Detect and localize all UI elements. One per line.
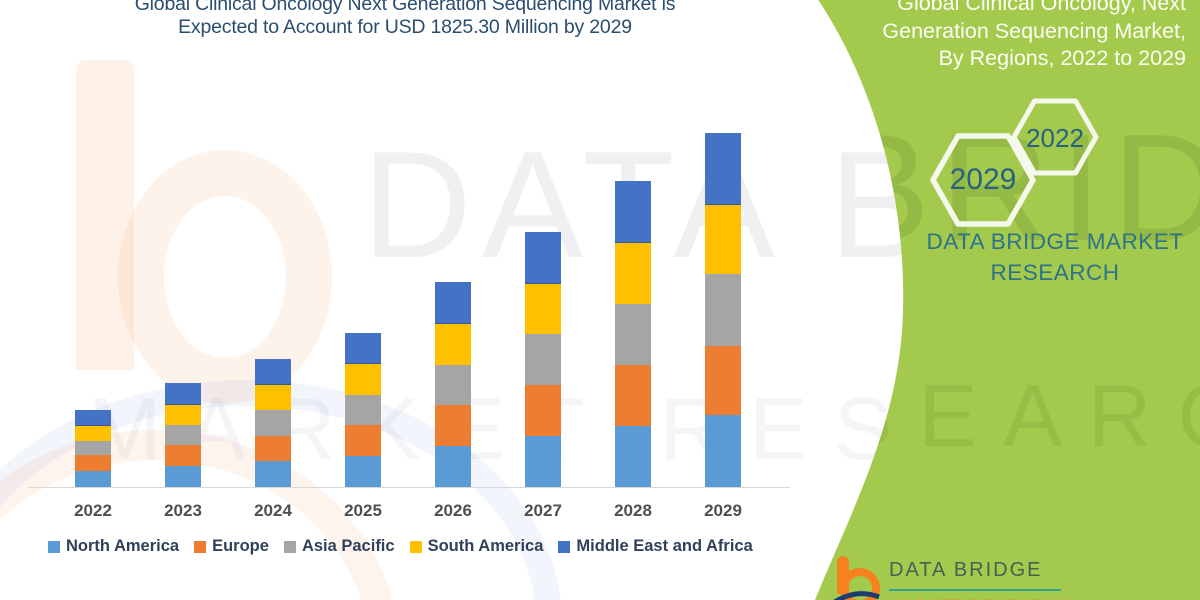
chart-title: Global Clinical Oncology Next Generation… [40, 0, 770, 39]
segment-europe [615, 364, 651, 426]
bar-2028 [615, 181, 651, 487]
segment-north-america [75, 470, 111, 487]
segment-south-america [345, 364, 381, 395]
x-axis-label: 2023 [164, 501, 202, 520]
segment-asia-pacific [705, 274, 741, 346]
segment-north-america [615, 425, 651, 487]
hexagon-2022-label: 2022 [1026, 123, 1084, 153]
segment-north-america [525, 435, 561, 487]
side-panel-title: Global Clinical Oncology, Next Generatio… [746, 0, 1186, 73]
side-panel-title-line2: Generation Sequencing Market, [882, 18, 1186, 43]
hexagon-2029-label: 2029 [949, 163, 1017, 196]
side-panel-title-line3: By Regions, 2022 to 2029 [938, 46, 1186, 70]
segment-middle-east-and-africa [525, 231, 561, 284]
segment-south-america [255, 385, 291, 411]
segment-asia-pacific [75, 440, 111, 456]
segment-europe [435, 405, 471, 447]
segment-north-america [255, 461, 291, 487]
segment-south-america [165, 404, 201, 425]
segment-middle-east-and-africa [435, 282, 471, 325]
x-axis-label: 2027 [524, 501, 562, 520]
hexagon-2029 [930, 133, 1036, 227]
segment-north-america [435, 446, 471, 487]
segment-middle-east-and-africa [345, 332, 381, 365]
x-axis-label: 2026 [434, 501, 472, 520]
legend: North America Europe Asia Pacific South Ame… [48, 537, 753, 556]
bar-2023 [165, 383, 201, 487]
legend-swatch [48, 540, 60, 553]
segment-asia-pacific [615, 303, 651, 365]
legend-item: Middle East and Africa [558, 537, 753, 556]
segment-south-america [435, 324, 471, 365]
panel-brand-line2: RESEARCH [990, 260, 1120, 285]
legend-item: Europe [194, 537, 269, 556]
panel-brand-line1: DATA BRIDGE MARKET [926, 229, 1184, 254]
segment-asia-pacific [165, 424, 201, 446]
bar-2024 [255, 358, 291, 487]
segment-asia-pacific [255, 410, 291, 436]
legend-swatch [409, 540, 422, 553]
segment-asia-pacific [345, 394, 381, 426]
side-panel-title-line1: Global Clinical Oncology, Next [897, 0, 1186, 15]
segment-middle-east-and-africa [75, 410, 111, 427]
x-axis-line [28, 487, 790, 488]
segment-europe [705, 345, 741, 415]
segment-middle-east-and-africa [165, 383, 201, 405]
bar-2027 [525, 231, 561, 487]
segment-middle-east-and-africa [615, 181, 651, 244]
segment-europe [525, 384, 561, 436]
legend-swatch [558, 540, 571, 553]
legend-swatch [283, 540, 296, 553]
legend-item: South America [409, 537, 544, 556]
logo-swoosh-icon [833, 591, 880, 600]
chart-title-line1: Global Clinical Oncology Next Generation… [134, 0, 676, 15]
segment-south-america [525, 283, 561, 335]
legend-label: Europe [212, 537, 269, 555]
logo-b-bowl-icon [840, 568, 880, 600]
segment-north-america [705, 414, 741, 487]
chart-title-line2: Expected to Account for USD 1825.30 Mill… [178, 16, 632, 38]
segment-south-america [75, 426, 111, 441]
legend-label: North America [66, 537, 180, 555]
bar-2029 [705, 133, 741, 487]
segment-europe [255, 435, 291, 462]
segment-south-america [615, 243, 651, 304]
footer-logo-text: DATA BRIDGE MARKET RESEARCH [889, 558, 1129, 600]
hexagon-2022 [1011, 98, 1099, 176]
bar-2022 [75, 410, 111, 487]
hexagons-graphic [930, 98, 1099, 227]
bar-2025 [345, 332, 381, 487]
side-panel-background [815, 0, 1200, 600]
segment-asia-pacific [435, 364, 471, 406]
segment-europe [165, 445, 201, 467]
segment-south-america [705, 204, 741, 275]
segment-europe [345, 425, 381, 457]
legend-label: South America [427, 537, 544, 555]
legend-swatch [194, 540, 207, 553]
panel-watermark-line2: MARKET RESEARCH [88, 366, 1200, 465]
x-axis-label: 2025 [344, 501, 382, 520]
panel-brand-text: DATA BRIDGE MARKET RESEARCH [900, 226, 1200, 288]
x-axis-label: 2024 [254, 501, 292, 520]
legend-item: Asia Pacific [283, 537, 395, 556]
legend-label: Middle East and Africa [576, 537, 753, 555]
footer-logo-rule [889, 589, 1061, 591]
x-axis-label: 2022 [74, 501, 112, 520]
footer-logo-name: DATA BRIDGE [889, 559, 1043, 581]
x-axis-label: 2028 [614, 501, 652, 520]
footer-logo-subtitle: MARKET RESEARCH [889, 596, 1129, 600]
legend-item: North America [48, 537, 179, 556]
segment-north-america [165, 466, 201, 487]
segment-asia-pacific [525, 334, 561, 385]
segment-north-america [345, 456, 381, 487]
segment-middle-east-and-africa [705, 133, 741, 205]
plot-area: 2022 2023 2024 2025 2026 2027 2028 2029 [74, 133, 742, 520]
legend-label: Asia Pacific [301, 537, 395, 555]
segment-europe [75, 455, 111, 471]
x-axis-label: 2029 [704, 501, 742, 520]
segment-middle-east-and-africa [255, 358, 291, 386]
bar-2026 [435, 282, 471, 487]
